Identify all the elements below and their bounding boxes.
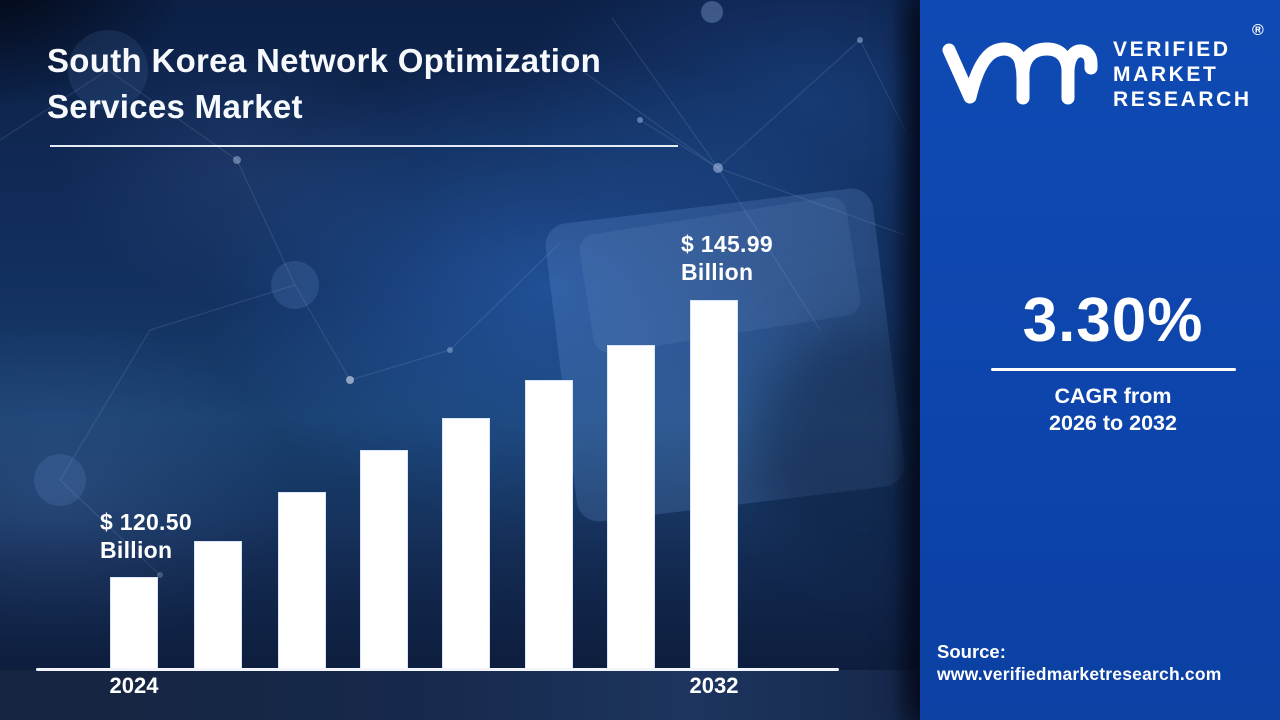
bar-2032 — [690, 300, 738, 670]
source-url[interactable]: www.verifiedmarketresearch.com — [937, 664, 1222, 684]
value-label-2024-unit: Billion — [100, 537, 173, 563]
bar-2024 — [110, 577, 158, 670]
x-axis-label-2024: 2024 — [109, 673, 159, 698]
cagr-caption-line1: CAGR from — [1054, 384, 1172, 408]
brand-name-line3: RESEARCH — [1113, 88, 1252, 111]
cagr-block: 3.30% CAGR from 2026 to 2032 — [933, 288, 1280, 437]
chart-section: South Korea Network Optimization Service… — [0, 0, 920, 720]
source-block: Source: www.verifiedmarketresearch.com — [937, 640, 1222, 686]
brand-name-line1: VERIFIED — [1113, 38, 1231, 61]
vmr-monogram-icon — [942, 42, 1098, 105]
cagr-divider — [990, 368, 1236, 371]
cagr-caption: CAGR from 2026 to 2032 — [933, 383, 1280, 437]
title-underline — [50, 145, 678, 147]
registered-trademark-icon: ® — [1252, 22, 1264, 39]
value-label-2032-amount: $ 145.99 — [681, 231, 773, 257]
cagr-caption-line2: 2026 to 2032 — [1049, 411, 1177, 435]
bar-year-1 — [194, 541, 242, 670]
x-axis-label-2032: 2032 — [689, 673, 739, 698]
page-title: South Korea Network Optimization Service… — [47, 38, 601, 130]
brand-name: VERIFIED MARKET RESEARCH — [1113, 37, 1252, 112]
page-title-line1: South Korea Network Optimization — [47, 42, 602, 79]
source-label: Source: — [937, 641, 1006, 662]
value-label-2032: $ 145.99 Billion — [681, 230, 773, 286]
bar-year-3 — [360, 450, 408, 670]
x-axis-line — [36, 668, 839, 671]
value-label-2024-amount: $ 120.50 — [100, 509, 192, 535]
bar-year-6 — [607, 345, 655, 670]
value-label-2024: $ 120.50 Billion — [100, 508, 192, 564]
bar-chart: 2024 2032 $ 120.50 Billion $ 145.99 Bill… — [36, 230, 839, 698]
cagr-value: 3.30% — [1022, 286, 1204, 355]
value-label-2032-unit: Billion — [681, 259, 754, 285]
bar-year-2 — [278, 492, 326, 670]
brand-panel: VERIFIED MARKET RESEARCH ® 3.30% CAGR fr… — [920, 0, 1280, 720]
panel-edge-shadow — [892, 0, 920, 720]
city-band — [0, 670, 920, 720]
bar-year-5 — [525, 380, 573, 670]
bar-year-4 — [442, 418, 490, 670]
page-title-line2: Services Market — [47, 88, 303, 125]
brand-name-line2: MARKET — [1113, 63, 1219, 86]
